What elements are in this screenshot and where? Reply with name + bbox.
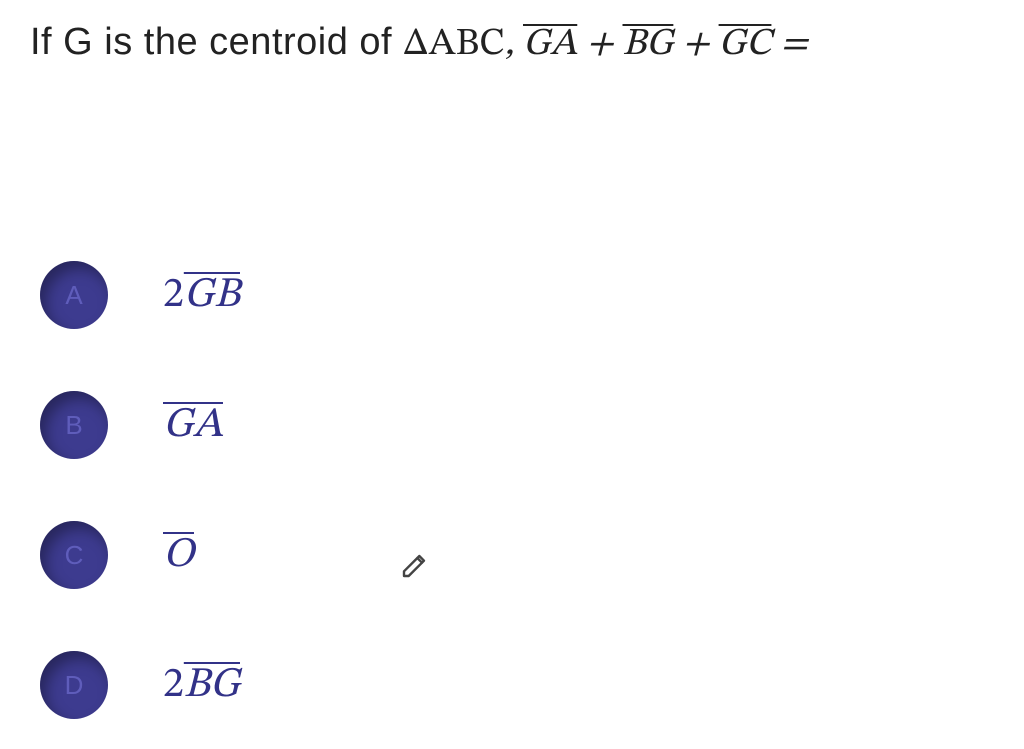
option-a-text: 2GB bbox=[163, 274, 240, 316]
option-a[interactable]: A 2GB bbox=[40, 260, 240, 330]
option-a-letter: A bbox=[65, 280, 82, 311]
option-c-vec: O bbox=[163, 534, 194, 576]
option-a-bubble: A bbox=[40, 261, 108, 329]
math-expression: ΔABC, GA + BG + GC = bbox=[403, 26, 808, 64]
option-d[interactable]: D 2BG bbox=[40, 650, 240, 720]
option-c-text: O bbox=[163, 534, 194, 576]
options-list: A 2GB B GA C O D bbox=[40, 260, 240, 720]
edit-icon[interactable] bbox=[400, 548, 432, 585]
plus-1: + bbox=[577, 26, 622, 64]
option-d-coef: 2 bbox=[163, 664, 184, 706]
option-c-bubble: C bbox=[40, 521, 108, 589]
option-b-vec: GA bbox=[163, 404, 223, 446]
option-a-vec: GB bbox=[184, 274, 240, 316]
option-b[interactable]: B GA bbox=[40, 390, 240, 460]
option-d-text: 2BG bbox=[163, 664, 240, 706]
option-b-text: GA bbox=[163, 404, 223, 446]
plus-2: + bbox=[673, 26, 718, 64]
vector-ga: GA bbox=[523, 26, 577, 64]
option-b-bubble: B bbox=[40, 391, 108, 459]
option-d-vec: BG bbox=[184, 664, 240, 706]
option-a-coef: 2 bbox=[163, 274, 184, 316]
option-b-letter: B bbox=[65, 410, 82, 441]
option-d-letter: D bbox=[65, 670, 84, 701]
option-d-bubble: D bbox=[40, 651, 108, 719]
question-text: If G is the centroid of ΔABC, GA + BG + … bbox=[30, 20, 1004, 69]
equals: = bbox=[771, 26, 807, 64]
question-prefix: If G is the centroid of bbox=[30, 21, 403, 63]
comma: , bbox=[505, 26, 523, 64]
vector-gc: GC bbox=[719, 26, 772, 64]
question-page: If G is the centroid of ΔABC, GA + BG + … bbox=[0, 0, 1024, 749]
option-c-letter: C bbox=[65, 540, 84, 571]
triangle-symbol: ΔABC bbox=[403, 26, 505, 64]
option-c[interactable]: C O bbox=[40, 520, 240, 590]
vector-bg: BG bbox=[623, 26, 674, 64]
